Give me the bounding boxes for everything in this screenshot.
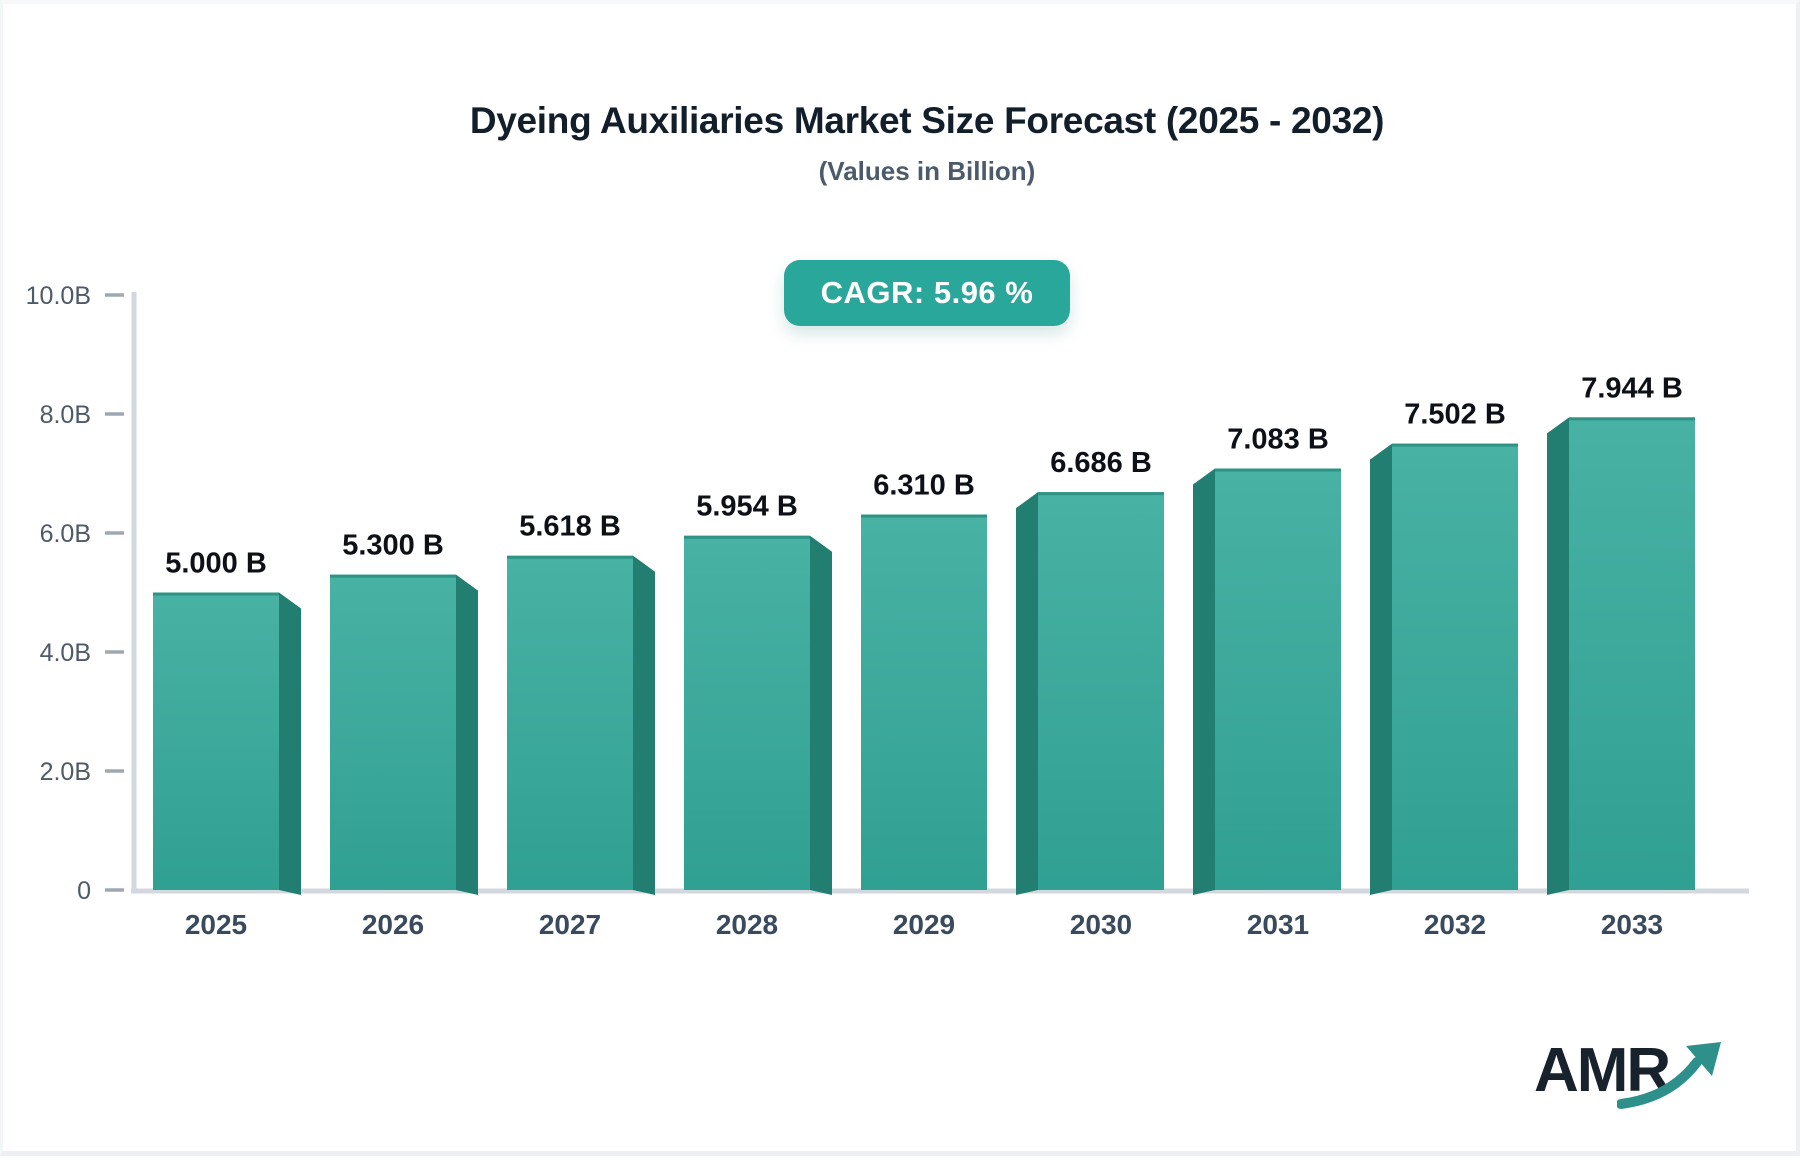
bar-value-label: 5.300 B — [342, 530, 444, 562]
bar-face — [1215, 468, 1341, 890]
x-tick-label: 2025 — [185, 909, 247, 940]
bar-side-panel — [456, 574, 478, 895]
cagr-badge-row: CAGR: 5.96 % — [27, 260, 1800, 326]
x-tick-label: 2028 — [716, 909, 778, 940]
bar-value-label: 5.000 B — [165, 548, 267, 580]
y-tick-label: 6.0B — [40, 520, 91, 548]
bar-2033 — [1547, 417, 1695, 895]
x-tick-label: 2033 — [1601, 909, 1663, 940]
x-tick-label: 2032 — [1424, 909, 1486, 940]
bar-face — [507, 555, 633, 890]
trend-up-arrow-icon — [1617, 1042, 1721, 1109]
x-tick-label: 2031 — [1247, 909, 1309, 940]
bar-side-panel — [1016, 492, 1038, 895]
bar-2032 — [1370, 443, 1518, 895]
bar-value-label: 7.083 B — [1227, 424, 1329, 456]
bar-side-panel — [279, 592, 301, 895]
bar-2028 — [684, 535, 832, 895]
y-tick-label: 0 — [77, 877, 91, 905]
bar-value-label: 6.686 B — [1050, 447, 1152, 479]
x-tick-label: 2026 — [362, 909, 424, 940]
bar-value-label: 5.618 B — [519, 511, 621, 543]
bar-2025 — [153, 592, 301, 895]
bar-2029 — [861, 514, 987, 890]
amr-logo: AMR — [1534, 1036, 1721, 1116]
bar-side-panel — [633, 555, 655, 895]
bar-chart: 0 2.0B 4.0B 6.0B 8.0B 10.0B 5.000 B 2025 5.300 B… — [3, 4, 1796, 1151]
bar-side-panel — [1547, 417, 1569, 895]
bar-face — [1392, 443, 1518, 890]
bar-side-panel — [810, 535, 832, 895]
bar-face — [330, 574, 456, 890]
chart-subtitle: (Values in Billion) — [818, 156, 1036, 186]
bar-2026 — [330, 574, 478, 895]
cagr-badge: CAGR: 5.96 % — [783, 260, 1071, 326]
bar-side-panel — [1193, 468, 1215, 895]
y-tick-label: 4.0B — [40, 639, 91, 667]
bar-face — [684, 535, 810, 890]
bar-value-label: 7.944 B — [1581, 372, 1683, 404]
chart-header: Dyeing Auxiliaries Market Size Forecast … — [27, 4, 1800, 187]
bar-value-label: 7.502 B — [1404, 399, 1506, 431]
x-tick-label: 2027 — [539, 909, 601, 940]
y-tick-label: 10.0B — [26, 282, 91, 310]
bar-side-panel — [1370, 443, 1392, 895]
bar-face — [1569, 417, 1695, 890]
bar-chart-canvas: 0 2.0B 4.0B 6.0B 8.0B 10.0B 5.000 B 2025 5.300 B… — [26, 282, 1749, 940]
bar-face — [1038, 492, 1164, 890]
bar-value-label: 6.310 B — [873, 470, 975, 502]
bar-2027 — [507, 555, 655, 895]
x-tick-label: 2030 — [1070, 909, 1132, 940]
bar-value-label: 5.954 B — [696, 491, 798, 523]
bar-2030 — [1016, 492, 1164, 895]
bar-face — [153, 592, 279, 890]
y-tick-label: 8.0B — [40, 401, 91, 429]
bar-face — [861, 514, 987, 890]
bar-2031 — [1193, 468, 1341, 895]
y-tick-label: 2.0B — [40, 758, 91, 786]
chart-title: Dyeing Auxiliaries Market Size Forecast … — [469, 100, 1385, 141]
x-tick-label: 2029 — [893, 909, 955, 940]
